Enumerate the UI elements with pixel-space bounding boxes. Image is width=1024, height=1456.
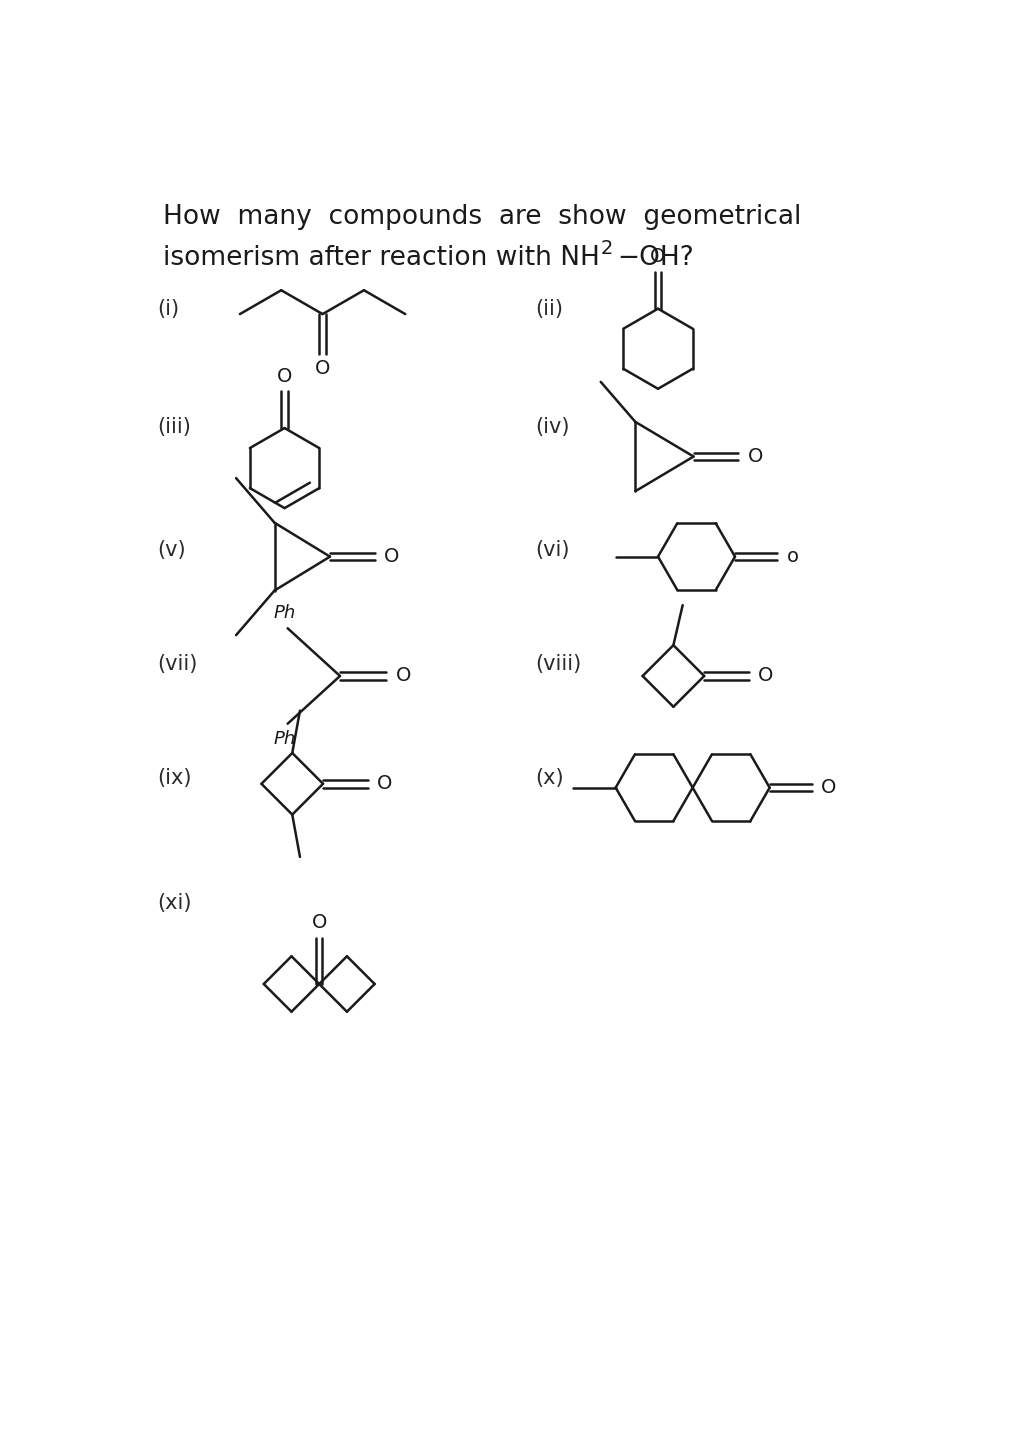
- Text: (vii): (vii): [158, 654, 198, 674]
- Text: O: O: [276, 367, 292, 386]
- Text: O: O: [758, 667, 773, 686]
- Text: O: O: [315, 358, 331, 377]
- Text: (ix): (ix): [158, 769, 193, 788]
- Text: Ph: Ph: [273, 604, 296, 622]
- Text: (ii): (ii): [535, 298, 563, 319]
- Text: (i): (i): [158, 298, 179, 319]
- Text: (viii): (viii): [535, 654, 581, 674]
- Text: How  many  compounds  are  show  geometrical: How many compounds are show geometrical: [163, 204, 801, 230]
- Text: O: O: [650, 248, 666, 266]
- Text: O: O: [821, 778, 837, 796]
- Text: (xi): (xi): [158, 893, 193, 913]
- Text: isomerism after reaction with NH: isomerism after reaction with NH: [163, 245, 600, 271]
- Text: O: O: [384, 547, 399, 566]
- Text: o: o: [786, 547, 799, 566]
- Text: O: O: [748, 447, 763, 466]
- Text: (iv): (iv): [535, 418, 569, 437]
- Text: O: O: [395, 667, 411, 686]
- Text: (x): (x): [535, 769, 563, 788]
- Text: Ph: Ph: [273, 729, 296, 748]
- Text: −OH?: −OH?: [617, 245, 694, 271]
- Text: (vi): (vi): [535, 540, 569, 561]
- Text: O: O: [311, 913, 327, 932]
- Text: O: O: [377, 775, 392, 794]
- Text: (iii): (iii): [158, 418, 191, 437]
- Text: (v): (v): [158, 540, 186, 561]
- Text: 2: 2: [600, 239, 612, 258]
